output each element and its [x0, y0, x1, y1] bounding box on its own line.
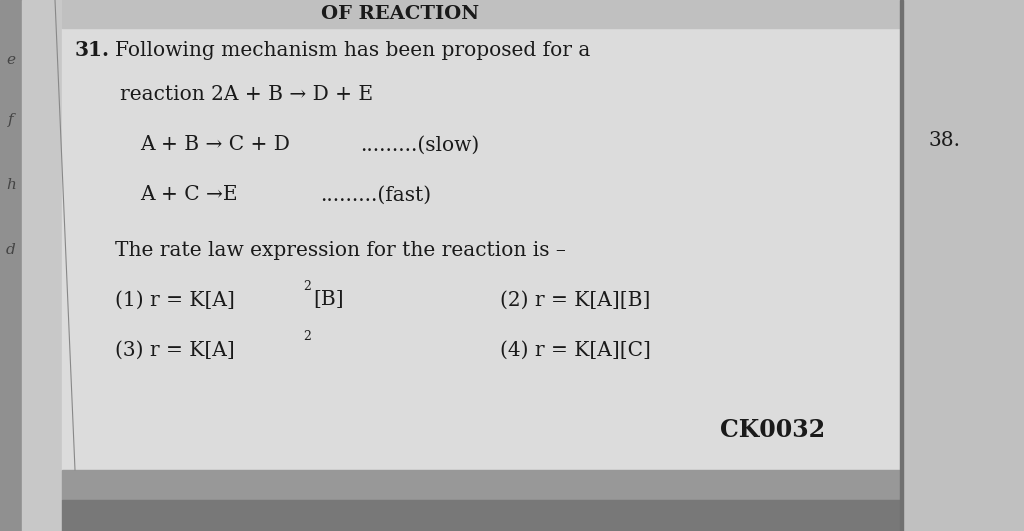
Text: [B]: [B]	[313, 290, 344, 310]
Text: reaction 2A + B → D + E: reaction 2A + B → D + E	[120, 85, 373, 105]
Bar	[62, 470, 902, 500]
Text: .........(fast): .........(fast)	[319, 185, 431, 204]
Text: (1) r = K[A]: (1) r = K[A]	[115, 290, 234, 310]
Bar	[62, 0, 902, 28]
Text: 31.: 31.	[75, 40, 110, 60]
Text: h: h	[6, 178, 16, 192]
Text: (3) r = K[A]: (3) r = K[A]	[115, 340, 234, 359]
Text: A + B → C + D: A + B → C + D	[140, 135, 290, 155]
Text: The rate law expression for the reaction is –: The rate law expression for the reaction…	[115, 241, 566, 260]
Text: OF REACTION: OF REACTION	[321, 5, 479, 23]
Text: (4) r = K[A][C]: (4) r = K[A][C]	[500, 340, 651, 359]
Text: (2) r = K[A][B]: (2) r = K[A][B]	[500, 290, 650, 310]
Text: 38.: 38.	[929, 131, 961, 150]
Text: CK0032: CK0032	[720, 418, 825, 442]
Bar	[900, 0, 903, 531]
Text: 2: 2	[303, 330, 311, 344]
Text: A + C →E: A + C →E	[140, 185, 238, 204]
Bar	[22, 0, 62, 531]
Text: f: f	[8, 113, 13, 127]
Text: 2: 2	[303, 280, 311, 294]
Bar	[62, 0, 902, 470]
Bar	[0, 0, 22, 531]
Bar	[62, 500, 902, 531]
Text: e: e	[6, 53, 15, 67]
Text: d: d	[6, 243, 16, 257]
Bar	[902, 0, 1024, 531]
Text: .........(slow): .........(slow)	[360, 135, 479, 155]
Text: Following mechanism has been proposed for a: Following mechanism has been proposed fo…	[115, 40, 591, 59]
